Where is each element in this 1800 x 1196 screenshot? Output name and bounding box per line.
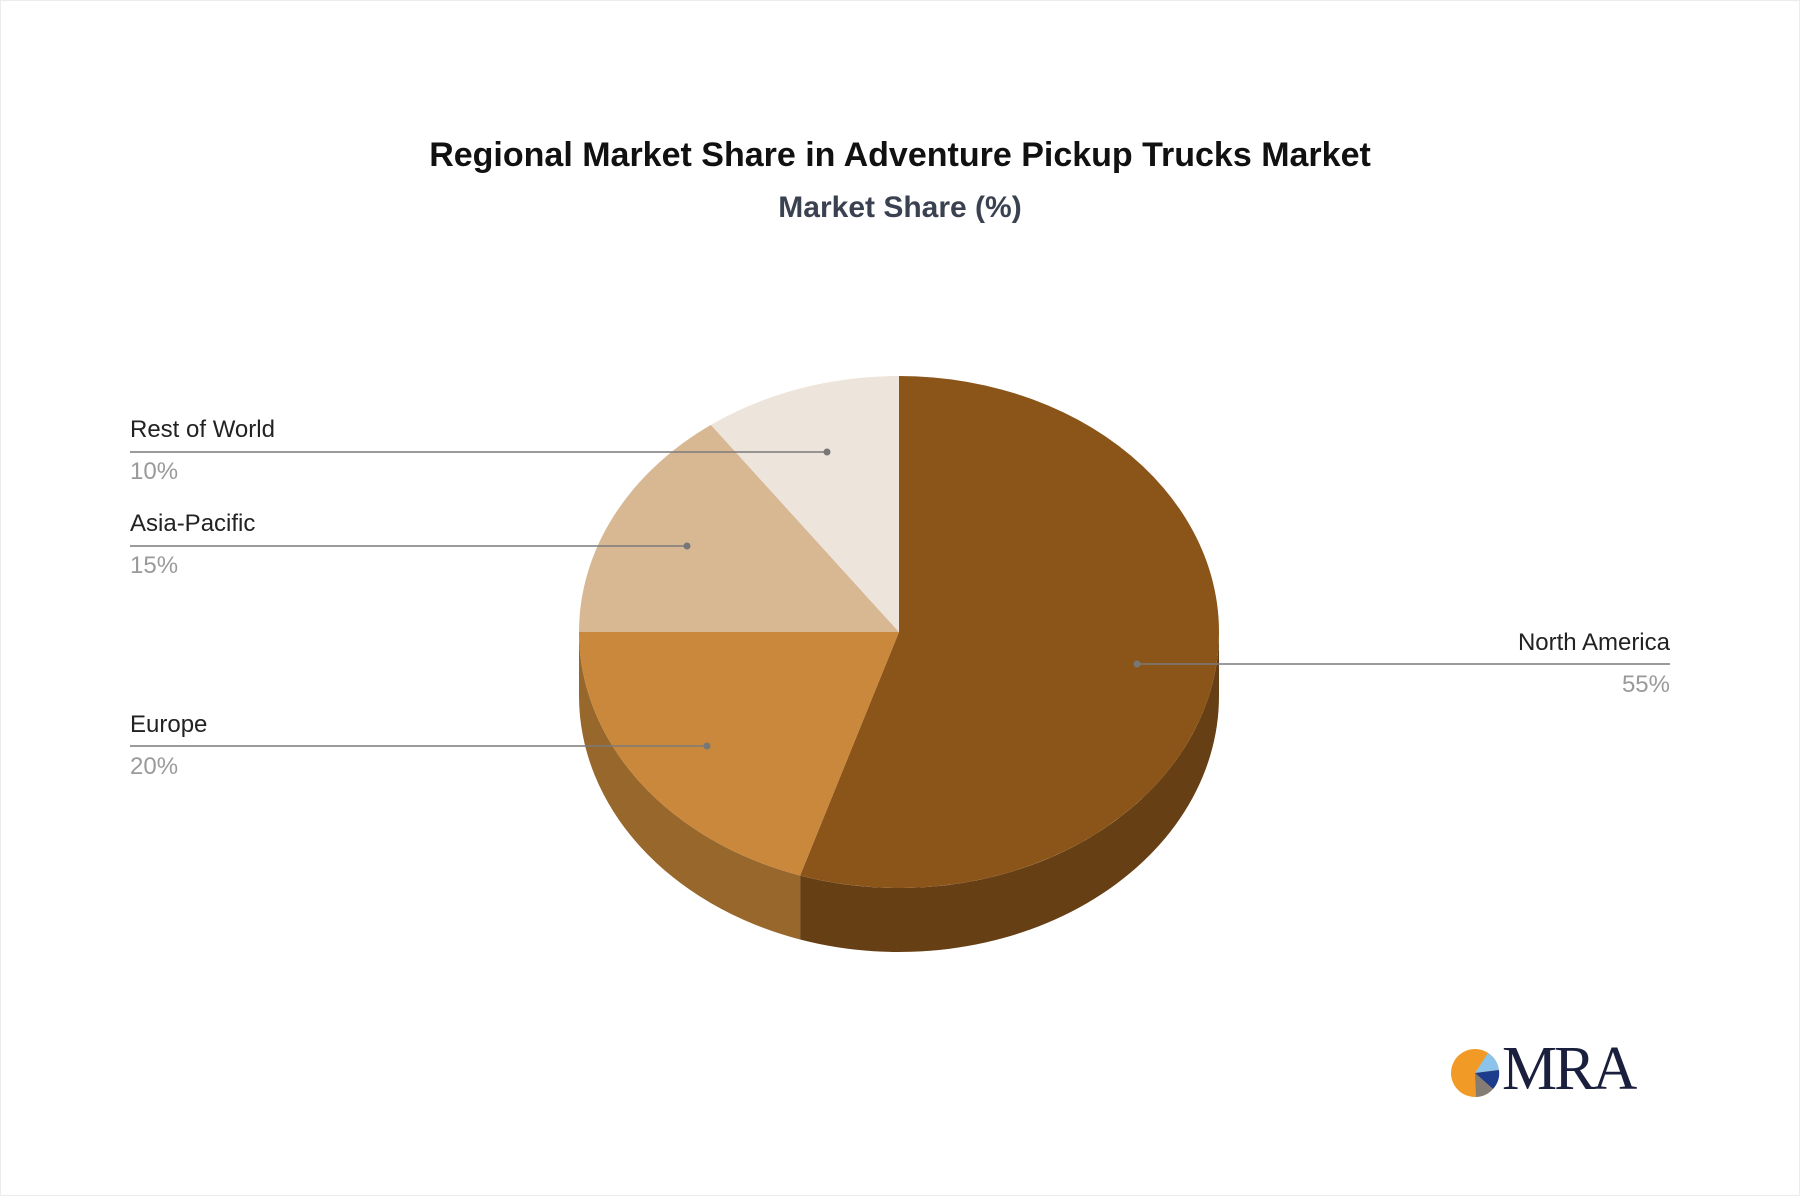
label-rest-of-world: Rest of World	[130, 416, 275, 443]
pie-slice-rest-of-world[interactable]	[710, 376, 899, 632]
label-asia-pacific: Asia-Pacific	[130, 510, 256, 537]
pie-slice-asia-pacific[interactable]	[579, 424, 899, 632]
leader-dot-europe	[703, 742, 711, 750]
value-rest-of-world: 10%	[130, 458, 179, 485]
pie-side-north-america	[800, 632, 1219, 952]
value-north-america: 55%	[1621, 671, 1670, 698]
logo-text: MRA	[1502, 1035, 1637, 1103]
pie-slice-europe[interactable]	[579, 632, 899, 876]
mra-logo: MRA	[1448, 1035, 1648, 1103]
leader-dot-rest-of-world	[823, 448, 831, 456]
leader-dot-asia-pacific	[683, 542, 691, 550]
logo-pie-icon	[1451, 1049, 1500, 1097]
pie-slice-north-america[interactable]	[800, 376, 1220, 888]
label-north-america: North America	[1517, 629, 1670, 656]
chart-title: Regional Market Share in Adventure Picku…	[429, 136, 1371, 174]
value-asia-pacific: 15%	[130, 552, 179, 579]
chart-subtitle: Market Share (%)	[778, 191, 1022, 224]
value-europe: 20%	[130, 753, 179, 780]
pie-side-europe	[579, 632, 801, 940]
leader-dot-north-america	[1133, 660, 1141, 668]
label-europe: Europe	[130, 711, 208, 738]
